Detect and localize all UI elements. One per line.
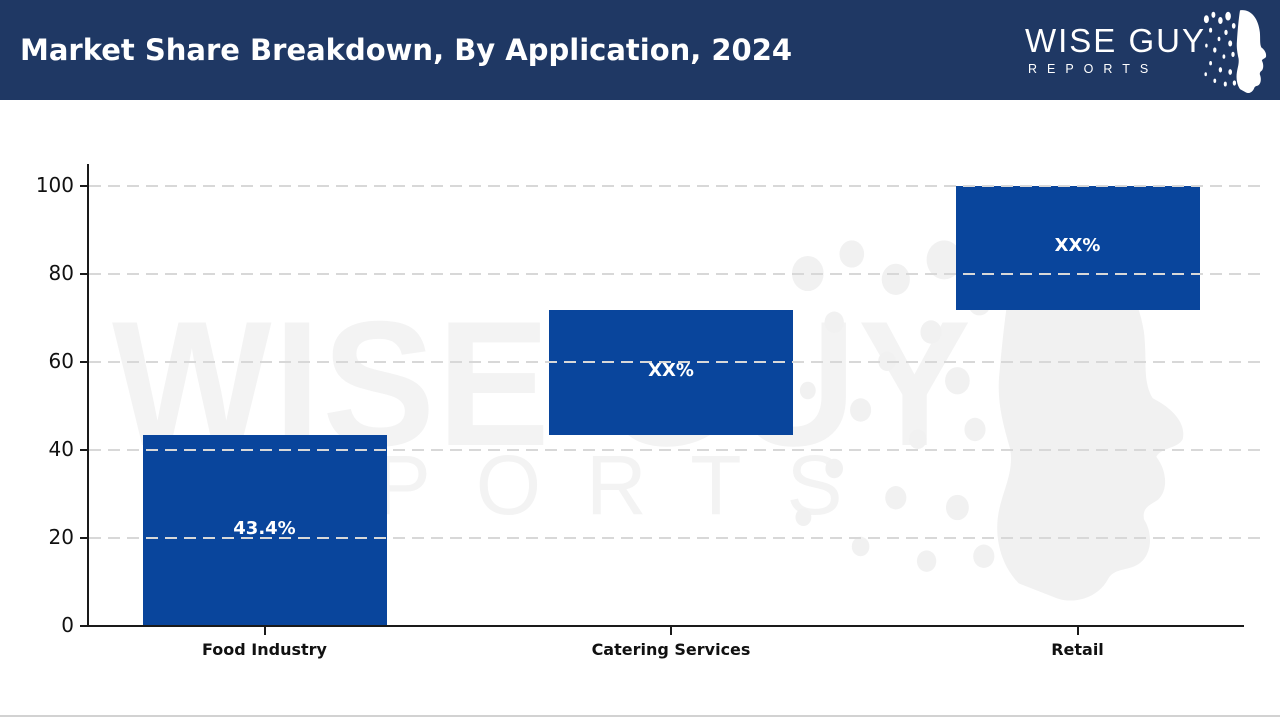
y-tick-mark-20 <box>80 537 88 539</box>
y-tick-label-80: 80 <box>48 261 74 285</box>
x-tick-mark-catering-services <box>670 627 672 635</box>
y-tick-label-0: 0 <box>61 613 74 637</box>
gridline-100 <box>89 185 1263 187</box>
gridline-20 <box>89 537 1263 539</box>
x-tick-mark-food-industry <box>263 627 266 635</box>
header-band: Market Share Breakdown, By Application, … <box>0 0 1280 100</box>
gridline-40 <box>89 449 1263 451</box>
bar-label-catering-services: XX% <box>648 359 694 381</box>
wiseguy-face-icon <box>1203 10 1267 93</box>
watermark-face-icon <box>791 233 1184 601</box>
gridline-80 <box>89 273 1263 275</box>
y-axis-spine <box>87 164 89 627</box>
wiseguy-logo: WISE GUY REPORTS <box>1025 6 1268 94</box>
y-tick-label-60: 60 <box>48 349 74 373</box>
x-tick-label-food-industry: Food Industry <box>202 640 327 659</box>
y-tick-label-40: 40 <box>48 437 74 461</box>
y-tick-mark-0 <box>80 625 88 627</box>
x-tick-mark-retail <box>1076 627 1079 635</box>
x-tick-label-retail: Retail <box>1051 640 1104 659</box>
y-tick-mark-60 <box>80 361 88 363</box>
page-title: Market Share Breakdown, By Application, … <box>20 33 793 67</box>
x-axis-spine <box>87 625 1244 627</box>
bottom-border-line <box>0 715 1280 717</box>
logo-wordmark: WISE GUY <box>1024 22 1206 60</box>
bar-label-food-industry: 43.4% <box>233 517 296 539</box>
bar-retail <box>955 186 1200 311</box>
y-tick-mark-80 <box>80 273 88 275</box>
y-tick-mark-100 <box>80 185 88 187</box>
y-tick-mark-40 <box>80 449 88 451</box>
logo-subtitle: REPORTS <box>1027 61 1159 76</box>
bar-catering-services <box>549 310 793 436</box>
y-tick-label-100: 100 <box>35 173 74 197</box>
gridline-60 <box>89 361 1263 363</box>
y-tick-label-20: 20 <box>48 525 74 549</box>
x-tick-label-catering-services: Catering Services <box>591 640 751 659</box>
bar-label-retail: XX% <box>1054 235 1101 257</box>
bar-food-industry <box>142 435 387 626</box>
wiseguy-logo-text: WISE GUY REPORTS <box>1025 24 1206 76</box>
